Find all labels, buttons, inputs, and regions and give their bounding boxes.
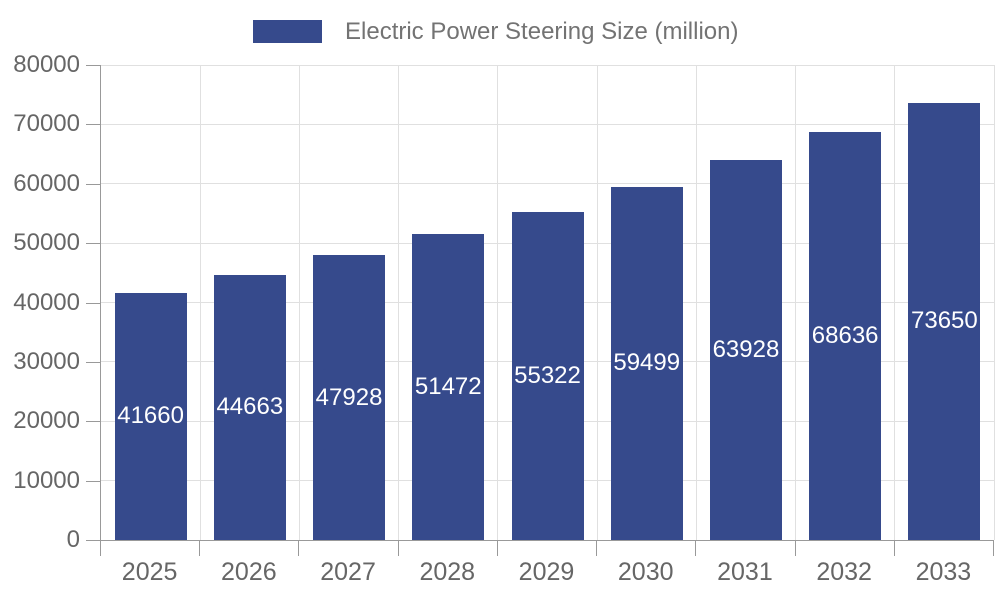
x-gridline [596, 65, 598, 540]
x-tick-mark [397, 541, 399, 556]
legend-swatch [253, 20, 322, 43]
x-gridline [795, 65, 797, 540]
bar-2030: 59499 [610, 186, 683, 540]
x-tick-mark [695, 541, 697, 556]
x-tick-label: 2025 [121, 558, 178, 586]
x-tick-mark [100, 541, 101, 556]
y-tick-label: 10000 [13, 466, 80, 494]
x-tick-label: 2027 [320, 558, 376, 586]
x-tick-label: 2026 [221, 558, 277, 586]
y-tick-label: 0 [66, 526, 80, 553]
x-tick-mark [496, 541, 498, 556]
x-tick-label: 2030 [617, 558, 674, 586]
x-gridline [298, 65, 300, 540]
bar-value-label: 44663 [216, 393, 284, 421]
x-tick-mark [893, 541, 895, 556]
bar-2026: 44663 [213, 274, 286, 540]
bar-value-label: 55322 [514, 361, 581, 389]
bar-2028: 51472 [412, 234, 485, 540]
bar-2033: 73650 [908, 102, 981, 540]
bar-value-label: 47928 [315, 383, 383, 411]
y-tick-mark [86, 302, 100, 304]
plot-area: 41660 44663 47928 51472 55322 59499 63928 68636… [100, 64, 995, 541]
y-tick-label: 40000 [13, 288, 80, 316]
x-tick-mark [298, 541, 300, 556]
bar-2029: 55322 [511, 211, 584, 540]
bar-value-label: 51472 [414, 373, 482, 401]
y-tick-label: 20000 [13, 407, 80, 435]
y-tick-mark [86, 480, 100, 482]
y-tick-label: 60000 [13, 169, 80, 197]
x-tick-label: 2028 [419, 558, 476, 586]
bar-value-label: 68636 [811, 322, 879, 350]
x-gridline [199, 65, 201, 540]
bar-2031: 63928 [709, 160, 782, 540]
x-gridline [894, 65, 896, 540]
y-tick-mark [86, 243, 100, 245]
x-tick-mark [596, 541, 598, 556]
x-tick-label: 2033 [915, 558, 972, 586]
x-gridline [993, 65, 995, 540]
bar-2025: 41660 [114, 292, 187, 540]
x-gridline [695, 65, 697, 540]
x-tick-mark [794, 541, 796, 556]
y-tick-mark [86, 421, 100, 423]
x-tick-label: 2032 [816, 558, 872, 586]
x-gridline [497, 65, 499, 540]
x-tick-mark [993, 541, 994, 556]
bar-value-label: 63928 [712, 336, 780, 364]
y-tick-label: 70000 [13, 110, 80, 138]
y-tick-mark [86, 540, 100, 541]
y-tick-label: 50000 [13, 229, 80, 257]
bar-2032: 68636 [809, 132, 882, 540]
x-gridline [398, 65, 400, 540]
y-gridline [101, 64, 994, 66]
bar-value-label: 41660 [117, 402, 184, 430]
y-tick-label: 30000 [13, 347, 80, 375]
bar-2027: 47928 [313, 255, 386, 540]
y-tick-mark [86, 65, 100, 66]
legend: Electric Power Steering Size (million) [253, 18, 738, 45]
y-gridline [101, 123, 994, 125]
y-gridline [101, 183, 994, 185]
bar-value-label: 73650 [911, 307, 978, 335]
y-tick-mark [86, 183, 100, 185]
x-tick-label: 2031 [717, 558, 773, 586]
y-tick-label: 80000 [13, 51, 80, 78]
x-tick-mark [199, 541, 201, 556]
legend-label: Electric Power Steering Size (million) [345, 17, 739, 45]
bar-value-label: 59499 [613, 349, 681, 377]
x-tick-label: 2029 [518, 558, 575, 586]
y-tick-mark [86, 361, 100, 363]
y-tick-mark [86, 124, 100, 126]
